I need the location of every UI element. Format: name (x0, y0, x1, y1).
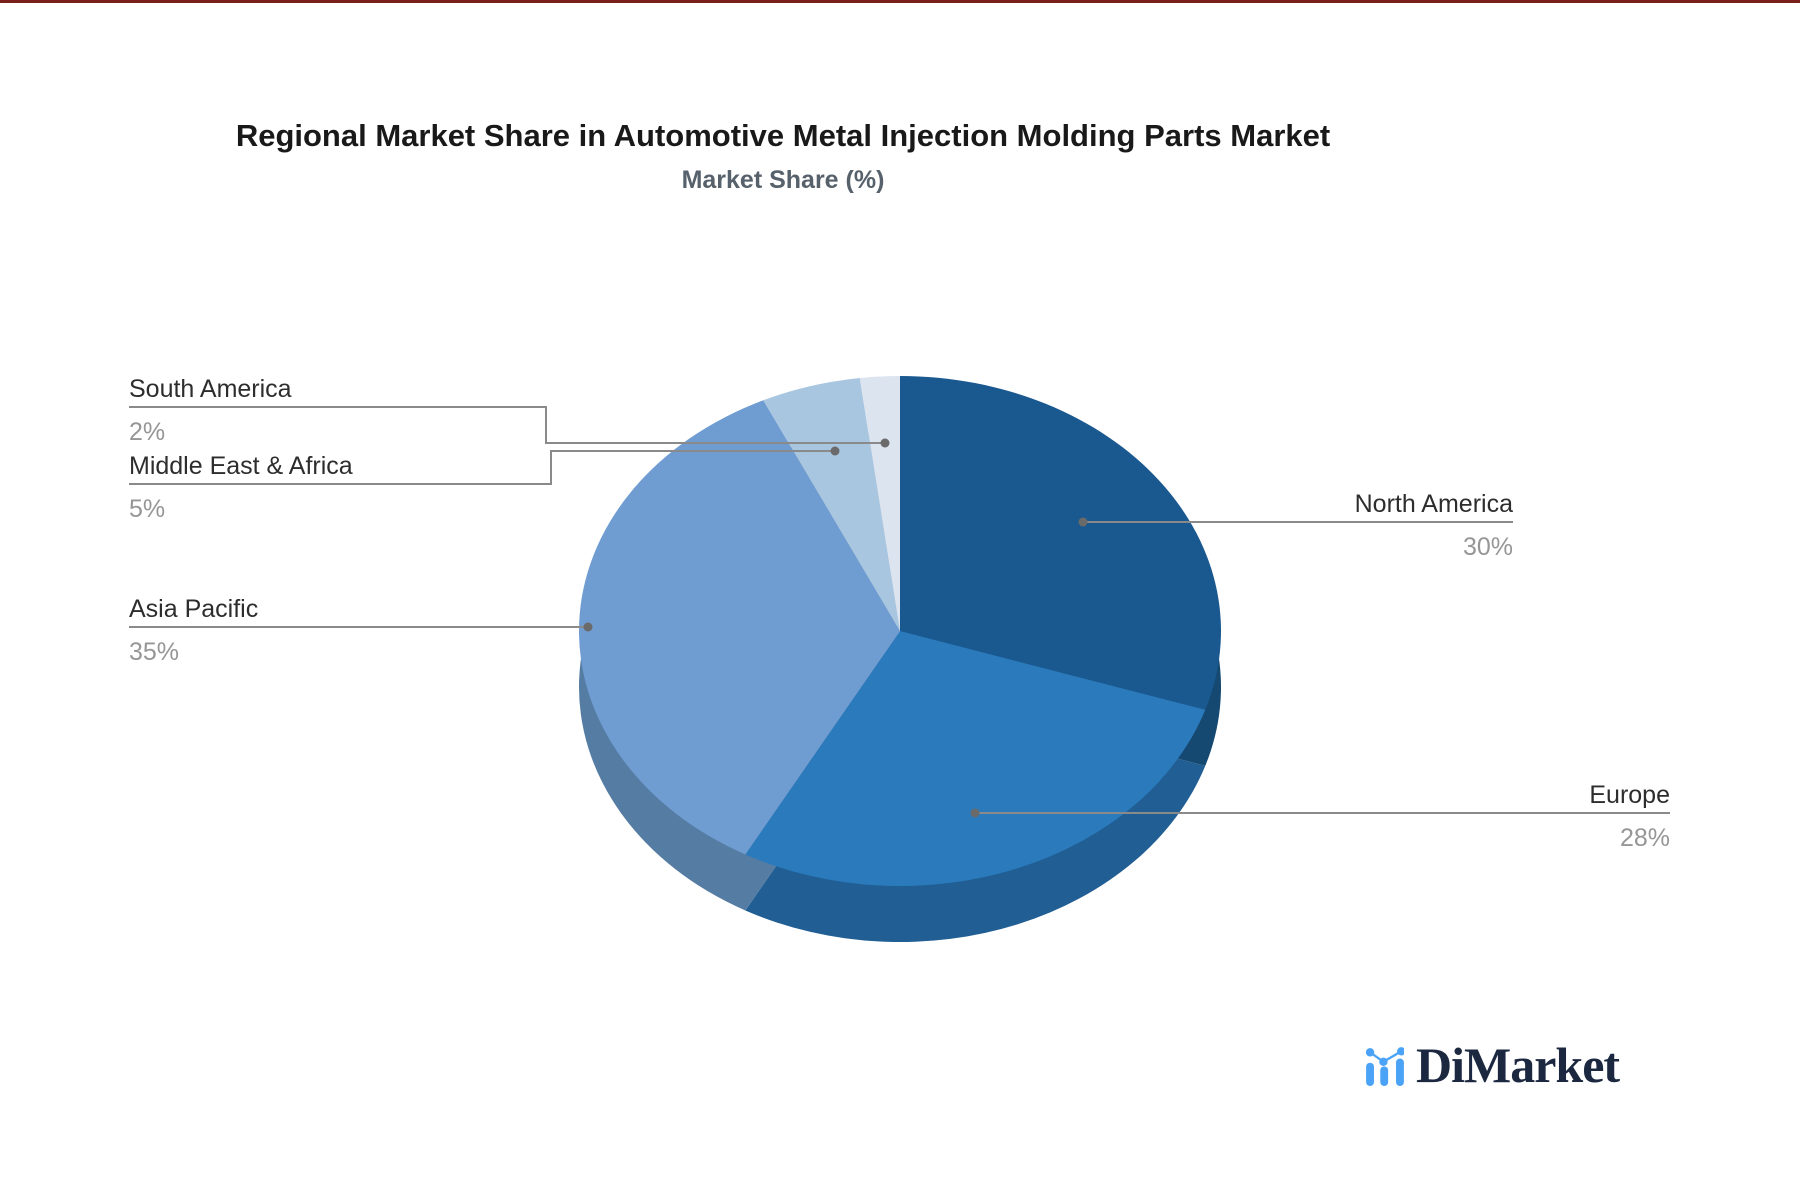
leader-dot-asia-pacific (583, 622, 593, 632)
pie-slice-north-america[interactable] (900, 376, 1222, 710)
pie-label-name-middle-east-africa: Middle East & Africa (129, 452, 353, 480)
pie-label-name-north-america: North America (1354, 490, 1513, 518)
pie-label-name-asia-pacific: Asia Pacific (129, 595, 259, 623)
dimarket-logo: DiMarket (1366, 1037, 1620, 1093)
leader-dot-south-america (880, 438, 890, 448)
pie-slice-asia-pacific[interactable] (578, 400, 900, 855)
leader-dot-europe (970, 808, 980, 818)
leader-line-south-america (129, 406, 885, 444)
pie-label-value-europe: 28% (1619, 824, 1670, 852)
bar-chart-logo-icon (1366, 1047, 1404, 1086)
window-top-edge (0, 0, 1800, 3)
leader-dot-north-america (1078, 517, 1088, 527)
leader-dot-middle-east-africa (830, 446, 840, 456)
pie-label-name-europe: Europe (1589, 781, 1670, 809)
pie-label-name-south-america: South America (129, 375, 292, 403)
pie-label-value-middle-east-africa: 5% (129, 495, 166, 523)
pie-label-value-south-america: 2% (129, 418, 166, 446)
chart-title: Regional Market Share in Automotive Meta… (235, 118, 1331, 153)
logo-wordmark: DiMarket (1416, 1037, 1620, 1093)
pie-slice-europe[interactable] (745, 631, 1206, 887)
pie-slice-south-america[interactable] (859, 376, 900, 631)
pie-label-value-asia-pacific: 35% (129, 638, 180, 666)
pie-label-value-north-america: 30% (1462, 533, 1513, 561)
leader-line-middle-east-africa (129, 450, 835, 485)
chart-subtitle: Market Share (%) (681, 166, 885, 194)
pie-slice-middle-east-africa[interactable] (763, 378, 900, 631)
